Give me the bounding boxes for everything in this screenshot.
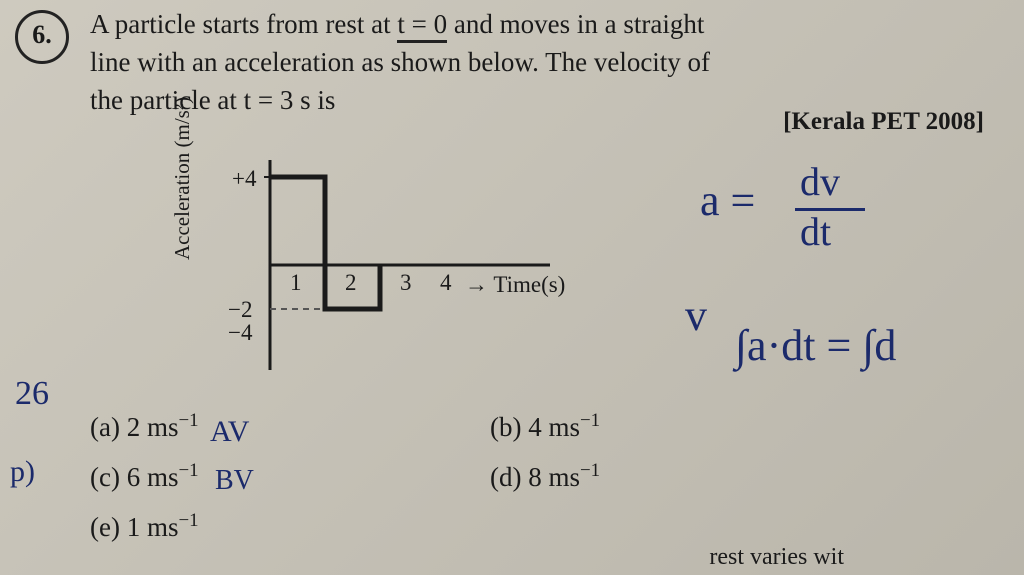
option-b-exp: −1 bbox=[580, 410, 600, 431]
option-a: (a) 2 ms−1 bbox=[90, 410, 199, 443]
graph-svg bbox=[210, 160, 570, 370]
stem-text-1b: and moves in a straight bbox=[454, 9, 704, 39]
option-e-exp: −1 bbox=[178, 510, 198, 531]
question-stem: A particle starts from rest at t = 0 and… bbox=[90, 6, 990, 119]
hand-eq1-den: dt bbox=[800, 208, 831, 255]
question-number-badge: 6. bbox=[15, 10, 69, 64]
hand-bv: BV bbox=[215, 465, 254, 497]
option-d-text: (d) 8 ms bbox=[490, 462, 580, 492]
xtick-1: 1 bbox=[290, 270, 302, 296]
xtick-2: 2 bbox=[345, 270, 357, 296]
option-a-text: (a) 2 ms bbox=[90, 412, 178, 442]
option-b: (b) 4 ms−1 bbox=[490, 410, 600, 443]
stem-text-1: A particle starts from rest at bbox=[90, 9, 397, 39]
hand-eq1-num: dv bbox=[800, 158, 840, 205]
option-c: (c) 6 ms−1 bbox=[90, 460, 199, 493]
hand-26: 26 bbox=[15, 375, 49, 413]
acceleration-graph: Acceleration (m/s²) +4 −2 −4 1 2 3 4 → T… bbox=[210, 160, 570, 370]
ytick-neg4: −4 bbox=[228, 320, 252, 346]
option-a-exp: −1 bbox=[178, 410, 198, 431]
xtick-4: 4 bbox=[440, 270, 452, 296]
option-e-text: (e) 1 ms bbox=[90, 512, 178, 542]
option-d-exp: −1 bbox=[580, 460, 600, 481]
hand-integral: ∫a·dt = ∫d bbox=[735, 320, 896, 371]
option-c-text: (c) 6 ms bbox=[90, 462, 178, 492]
hand-av: AV bbox=[210, 415, 249, 449]
x-axis-label: → Time(s) bbox=[465, 272, 565, 298]
hand-v: v bbox=[685, 290, 707, 341]
ytick-plus4: +4 bbox=[232, 166, 256, 192]
hand-eq1-lhs: a = bbox=[700, 175, 755, 226]
page: 6. A particle starts from rest at t = 0 … bbox=[0, 0, 1024, 575]
option-d: (d) 8 ms−1 bbox=[490, 460, 600, 493]
cutoff-text: rest varies wit bbox=[709, 544, 844, 571]
stem-t0: t = 0 bbox=[397, 9, 447, 43]
option-b-text: (b) 4 ms bbox=[490, 412, 580, 442]
attribution: [Kerala PET 2008] bbox=[783, 108, 984, 136]
stem-text-3: the particle at t = 3 s is bbox=[90, 85, 335, 115]
xtick-3: 3 bbox=[400, 270, 412, 296]
option-c-exp: −1 bbox=[178, 460, 198, 481]
stem-text-2: line with an acceleration as shown below… bbox=[90, 47, 710, 77]
y-axis-label: Acceleration (m/s²) bbox=[170, 97, 195, 260]
hand-p: p) bbox=[10, 455, 35, 489]
option-e: (e) 1 ms−1 bbox=[90, 510, 199, 543]
